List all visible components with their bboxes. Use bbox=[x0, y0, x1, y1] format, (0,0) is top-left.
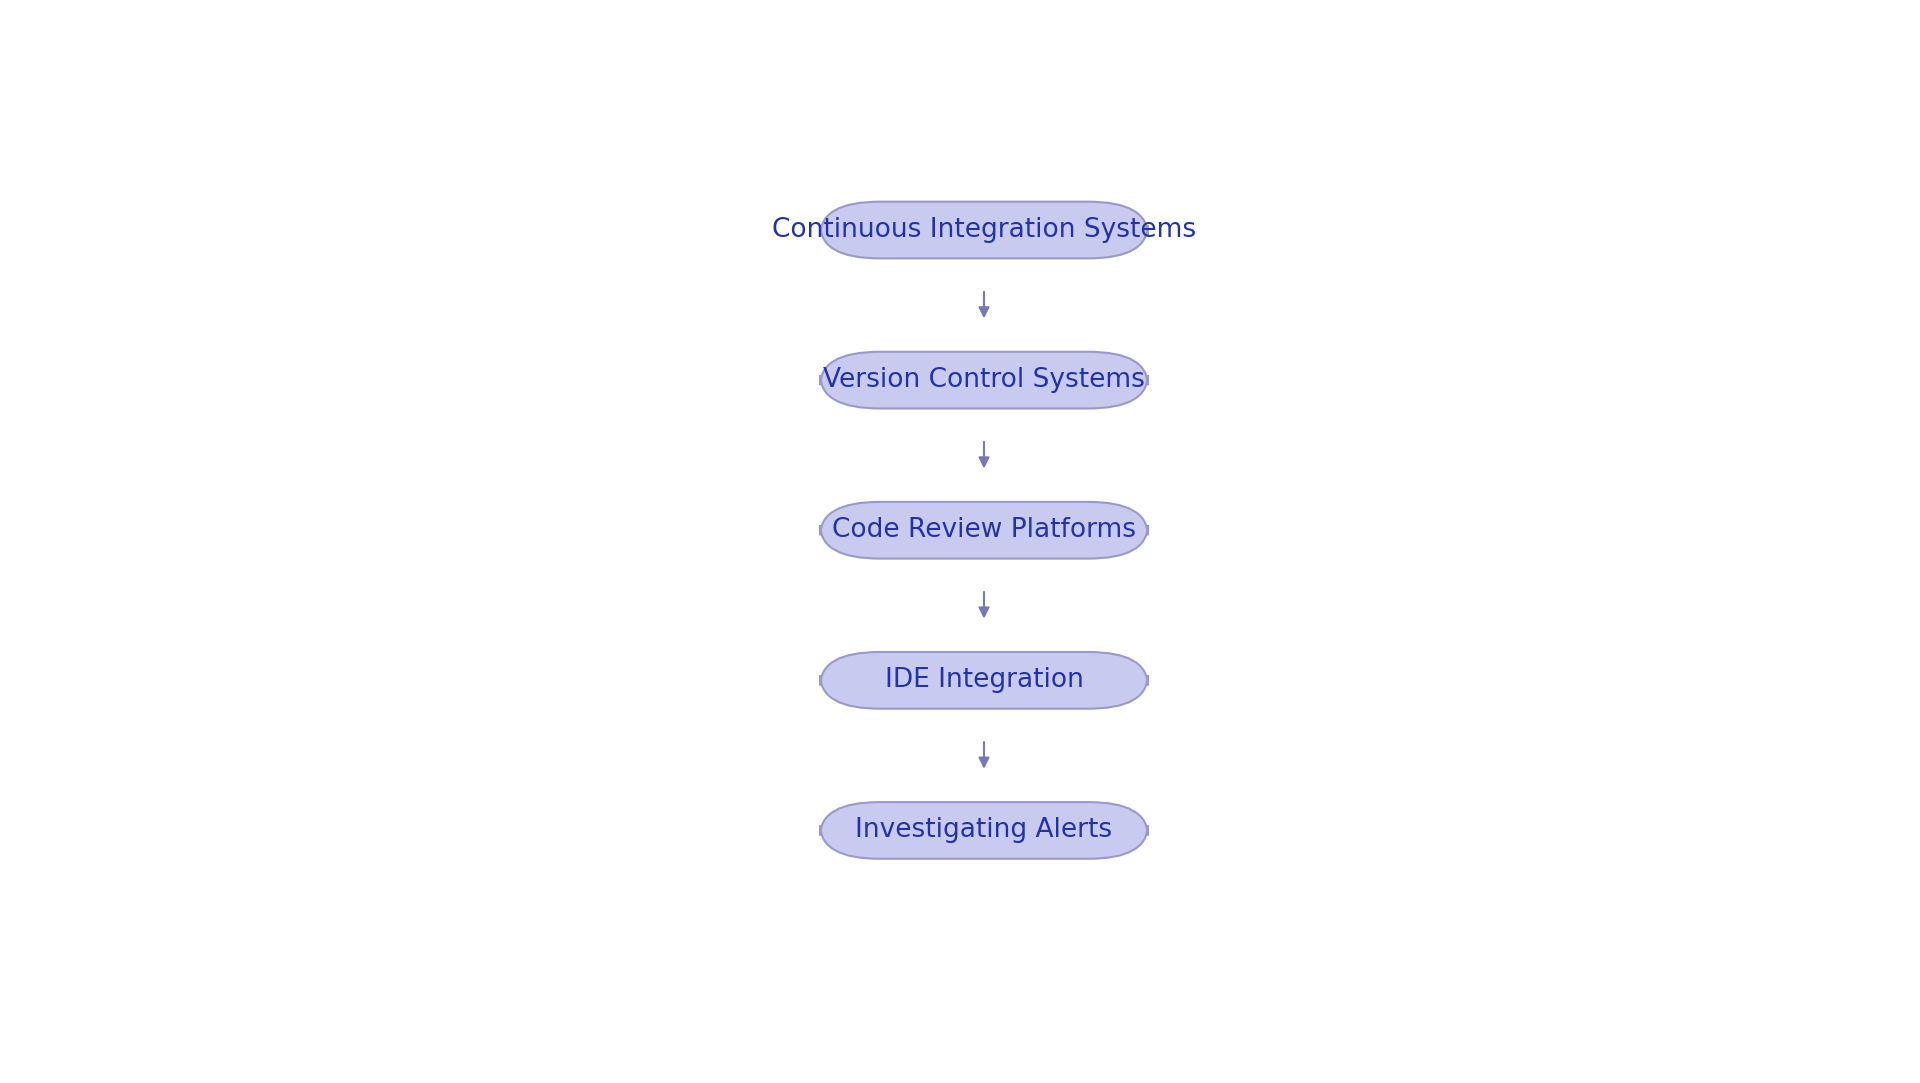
Text: Code Review Platforms: Code Review Platforms bbox=[831, 518, 1137, 544]
Text: Investigating Alerts: Investigating Alerts bbox=[856, 818, 1112, 844]
Text: Continuous Integration Systems: Continuous Integration Systems bbox=[772, 217, 1196, 243]
FancyBboxPatch shape bbox=[820, 803, 1148, 859]
FancyBboxPatch shape bbox=[820, 201, 1148, 259]
Text: IDE Integration: IDE Integration bbox=[885, 667, 1083, 693]
FancyBboxPatch shape bbox=[820, 652, 1148, 708]
Text: Version Control Systems: Version Control Systems bbox=[824, 367, 1144, 393]
FancyBboxPatch shape bbox=[820, 352, 1148, 408]
FancyBboxPatch shape bbox=[820, 501, 1148, 559]
